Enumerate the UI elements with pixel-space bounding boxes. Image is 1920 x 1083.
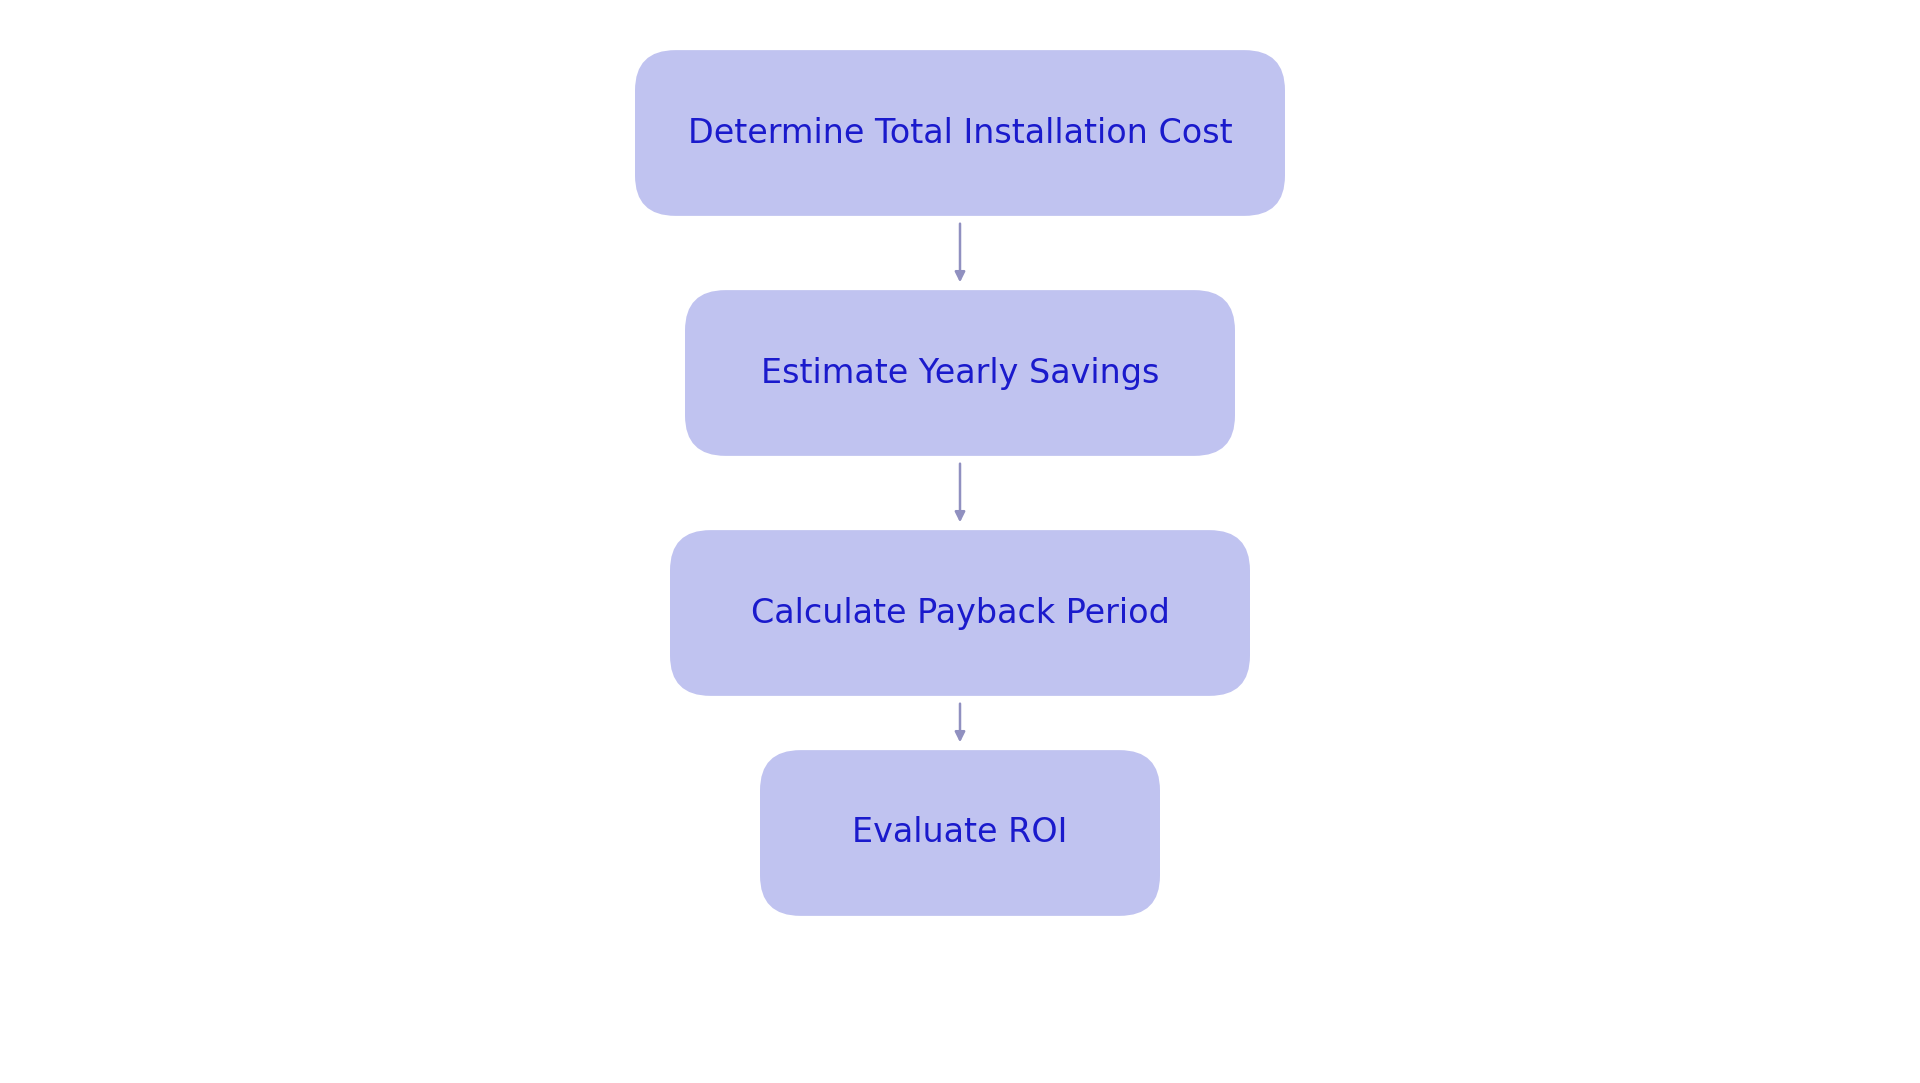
Text: Estimate Yearly Savings: Estimate Yearly Savings [760,356,1160,390]
FancyBboxPatch shape [760,751,1160,916]
FancyBboxPatch shape [636,50,1284,216]
FancyBboxPatch shape [670,530,1250,696]
Text: Determine Total Installation Cost: Determine Total Installation Cost [687,117,1233,149]
Text: Calculate Payback Period: Calculate Payback Period [751,597,1169,629]
FancyBboxPatch shape [685,290,1235,456]
Text: Evaluate ROI: Evaluate ROI [852,817,1068,849]
